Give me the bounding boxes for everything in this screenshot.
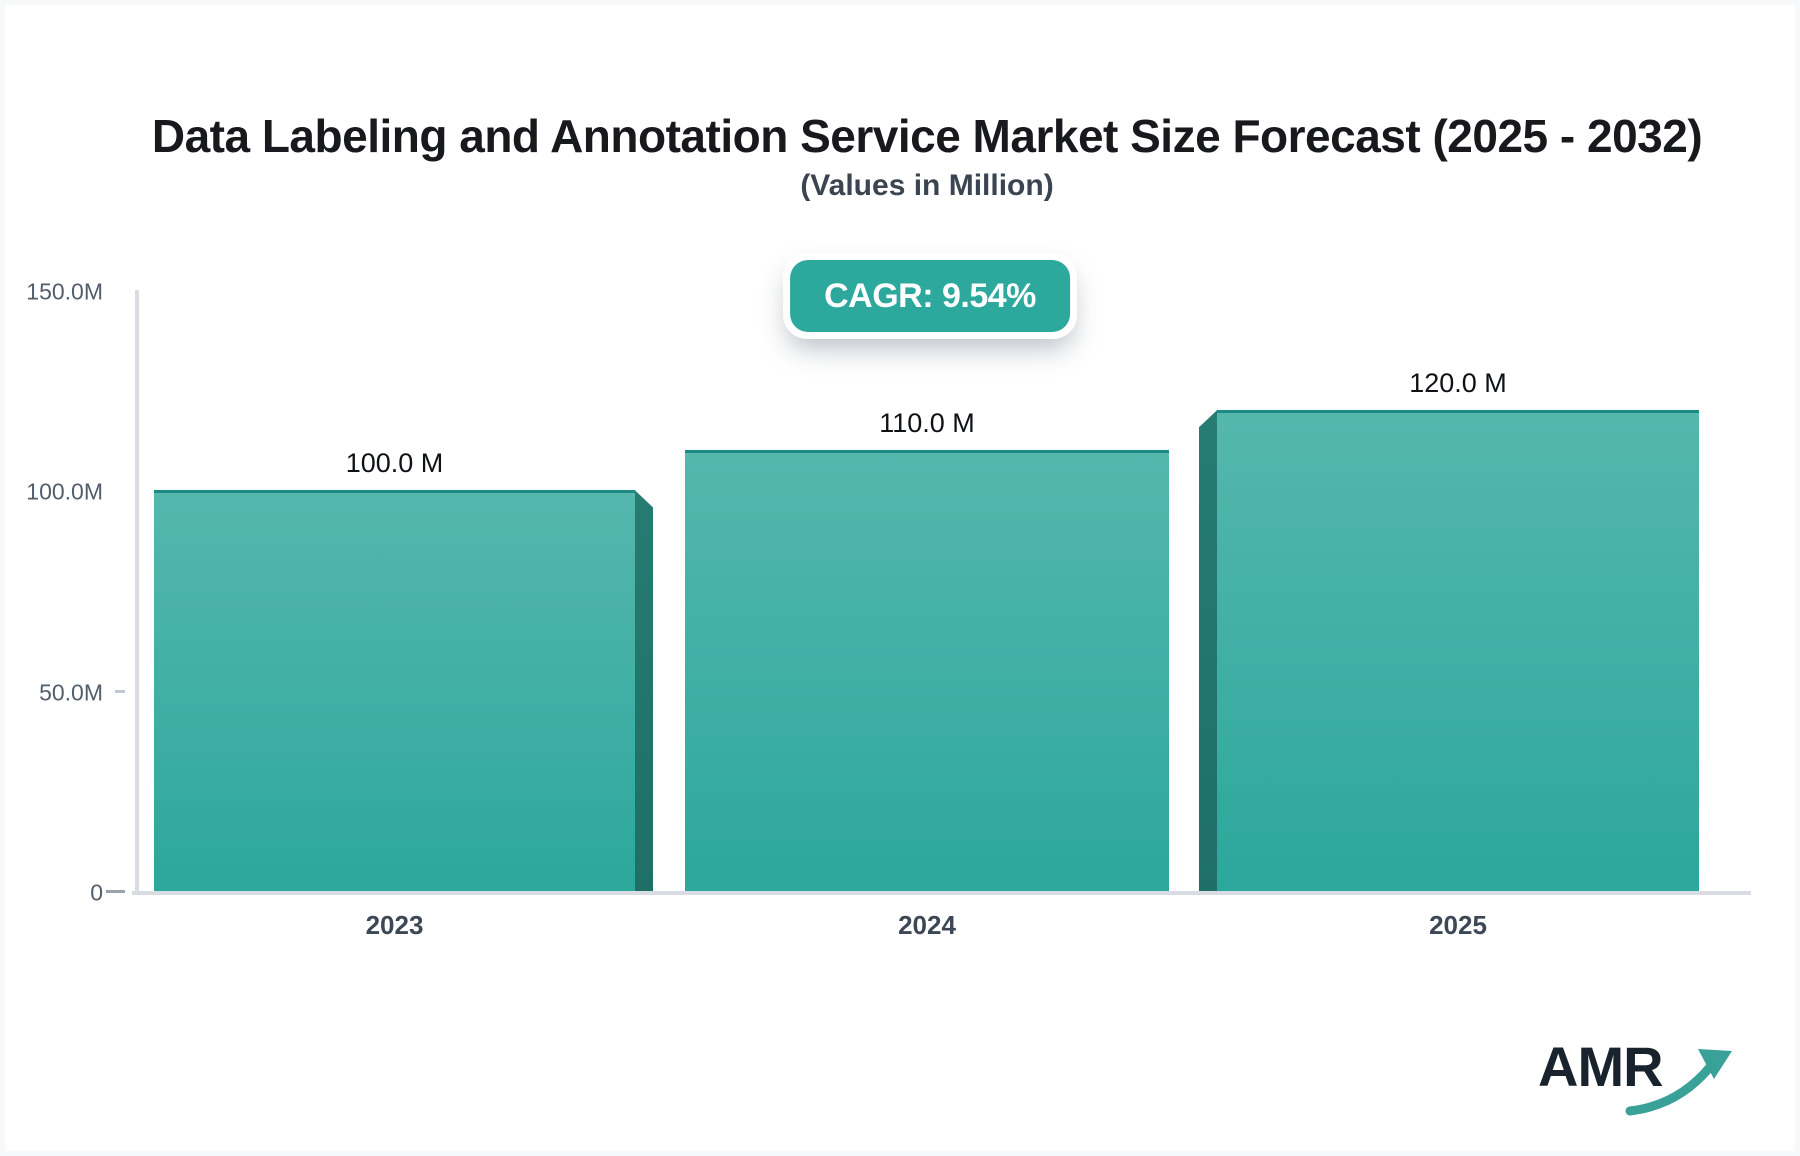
x-axis-line (132, 891, 1751, 895)
y-tick-label: 0 (90, 879, 103, 906)
y-tick-label: 50.0M (39, 679, 103, 706)
chart-subtitle: (Values in Million) (800, 169, 1054, 202)
amr-logo: AMR (1538, 1035, 1732, 1119)
y-tick-label: 150.0M (26, 278, 103, 305)
cagr-badge: CAGR: 9.54% (790, 260, 1070, 332)
growth-arrow-icon (1625, 1049, 1732, 1116)
cagr-badge-card: CAGR: 9.54% (783, 253, 1077, 339)
bar-value-label: 110.0 M (879, 408, 975, 439)
bar-value-label: 100.0 M (345, 448, 444, 479)
bar-value-label: 120.0 M (1409, 368, 1507, 399)
x-axis-category-label: 2024 (898, 910, 956, 940)
x-axis-category-label: 2025 (1429, 910, 1487, 940)
x-axis-category-label: 2023 (365, 910, 424, 940)
bar-2024 (685, 450, 1169, 891)
bar-2025 (1217, 410, 1699, 891)
chart-card: Data Labeling and Annotation Service Mar… (5, 5, 1795, 1151)
y-tick-mark (106, 890, 125, 893)
amr-logo-text: AMR (1538, 1035, 1664, 1098)
bar-bevel-right (635, 490, 653, 891)
bar-2023 (154, 490, 635, 891)
chart-title: Data Labeling and Annotation Service Mar… (151, 110, 1703, 162)
y-tick-label: 100.0M (26, 478, 103, 505)
y-axis-line (135, 290, 139, 894)
bar-bevel-left (1199, 410, 1217, 891)
y-tick-mark (115, 689, 125, 693)
